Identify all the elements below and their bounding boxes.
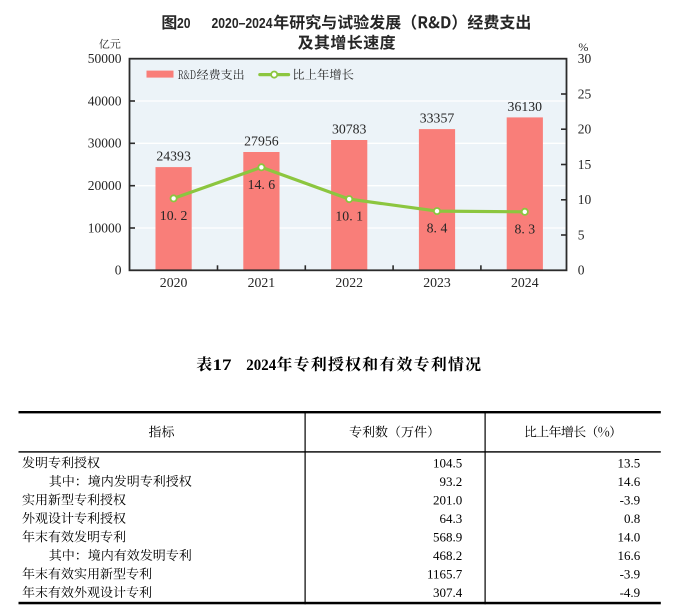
svg-text:2024: 2024 [511,275,539,290]
svg-text:16.6: 16.6 [617,548,640,563]
svg-text:30000: 30000 [88,136,122,151]
svg-text:25: 25 [578,86,592,101]
svg-text:93.2: 93.2 [440,474,463,489]
svg-text:8. 3: 8. 3 [514,221,535,236]
svg-text:0: 0 [115,263,122,278]
svg-text:568.9: 568.9 [433,529,462,544]
svg-text:307.4: 307.4 [433,585,463,600]
svg-text:20000: 20000 [88,178,122,193]
svg-text:10. 1: 10. 1 [335,209,363,224]
svg-text:36130: 36130 [508,99,543,114]
svg-text:2022: 2022 [335,275,363,290]
svg-text:2020–2024: 2020–2024 [212,15,274,32]
svg-text:13.5: 13.5 [617,455,640,470]
svg-text:468.2: 468.2 [433,548,462,563]
svg-text:14.0: 14.0 [617,529,640,544]
svg-text:30: 30 [578,51,592,66]
svg-text:27956: 27956 [244,134,279,149]
svg-text:2023: 2023 [423,275,451,290]
svg-text:8. 4: 8. 4 [427,221,448,236]
svg-text:33357: 33357 [420,111,455,126]
svg-text:104.5: 104.5 [433,455,462,470]
svg-text:2020: 2020 [160,275,188,290]
svg-text:201.0: 201.0 [433,492,462,507]
svg-text:40000: 40000 [88,93,122,108]
svg-text:2024: 2024 [246,357,276,374]
svg-text:50000: 50000 [88,51,122,66]
svg-text:20: 20 [177,15,191,32]
svg-text:5: 5 [578,227,585,242]
svg-text:0.8: 0.8 [624,511,640,526]
svg-text:20: 20 [578,122,592,137]
svg-text:17: 17 [213,357,232,374]
svg-text:1165.7: 1165.7 [427,566,463,581]
svg-text:64.3: 64.3 [440,511,463,526]
svg-text:10. 2: 10. 2 [160,208,188,223]
svg-text:14.6: 14.6 [617,474,640,489]
svg-text:-3.9: -3.9 [620,566,641,581]
svg-text:15: 15 [578,157,592,172]
svg-text:24393: 24393 [156,149,191,164]
svg-text:10: 10 [578,192,592,207]
svg-text:10000: 10000 [88,220,122,235]
svg-text:30783: 30783 [332,122,367,137]
svg-text:%: % [578,40,588,54]
svg-text:2021: 2021 [248,275,276,290]
svg-text:14. 6: 14. 6 [248,177,276,192]
svg-text:-3.9: -3.9 [620,492,641,507]
svg-text:0: 0 [578,263,585,278]
svg-text:-4.9: -4.9 [620,585,641,600]
